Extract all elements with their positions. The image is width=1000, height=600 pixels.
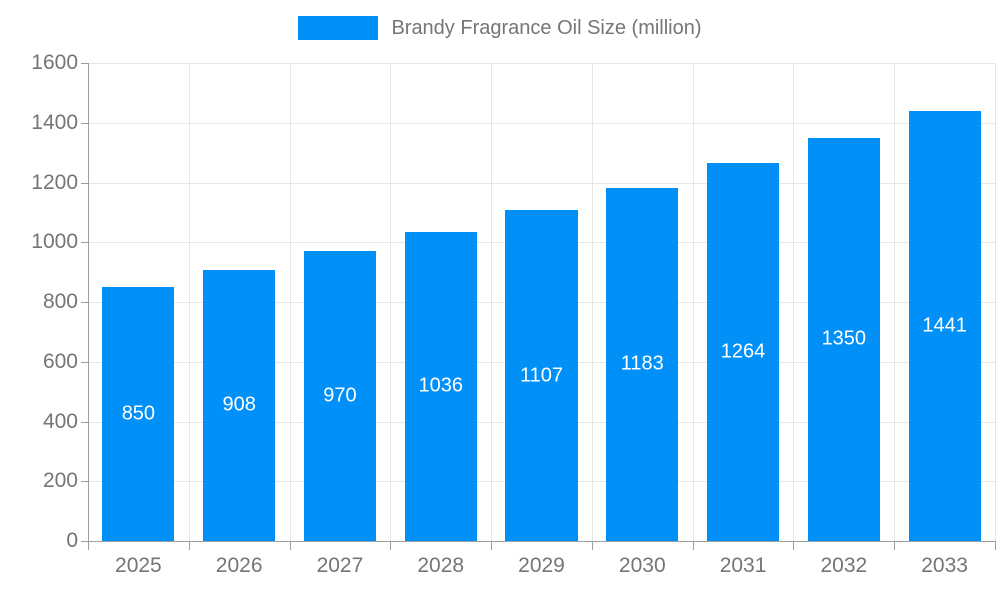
gridline-horizontal [89, 63, 995, 64]
bar-2026[interactable]: 908 [203, 269, 276, 541]
x-tick-label: 2033 [921, 554, 968, 577]
y-tick-mark [81, 302, 88, 303]
legend-label: Brandy Fragrance Oil Size (million) [391, 16, 702, 39]
y-tick-mark [81, 63, 88, 64]
bar-value-label: 1107 [519, 364, 563, 387]
bar-2032[interactable]: 1350 [807, 137, 880, 541]
bar-2027[interactable]: 970 [303, 251, 376, 541]
bar-2031[interactable]: 1264 [707, 163, 780, 541]
gridline-vertical [289, 63, 291, 541]
x-tick-mark [289, 541, 291, 550]
x-tick-label: 2029 [518, 554, 565, 577]
y-tick-label: 200 [42, 469, 78, 493]
y-tick-mark [81, 361, 88, 363]
y-tick-mark [81, 421, 88, 423]
x-tick-mark [390, 541, 392, 550]
x-axis-line [88, 541, 995, 542]
gridline-horizontal [89, 122, 995, 124]
x-tick-label: 2028 [417, 554, 465, 577]
gridline-vertical [995, 63, 996, 541]
y-tick-mark [81, 541, 88, 542]
y-tick-label: 600 [42, 349, 78, 373]
gridline-vertical [591, 63, 593, 541]
x-tick-mark [894, 541, 896, 550]
y-tick-label: 1200 [31, 170, 78, 194]
x-tick-mark [88, 541, 89, 550]
y-tick-mark [81, 182, 88, 184]
y-tick-label: 1000 [31, 230, 78, 254]
legend-swatch [298, 16, 379, 40]
bar-value-label: 1036 [418, 374, 463, 397]
bar-2025[interactable]: 850 [102, 287, 175, 541]
y-tick-mark [81, 242, 88, 244]
x-tick-mark [188, 541, 190, 550]
gridline-vertical [894, 63, 896, 541]
gridline-vertical [692, 63, 694, 541]
y-tick-label: 800 [42, 290, 78, 313]
x-tick-label: 2031 [719, 554, 767, 577]
x-tick-label: 2026 [215, 554, 263, 577]
bar-value-label: 850 [121, 402, 156, 425]
x-tick-label: 2030 [618, 554, 666, 577]
y-tick-label: 1600 [31, 51, 78, 74]
legend[interactable]: Brandy Fragrance Oil Size (million) [0, 0, 1000, 56]
y-tick-mark [81, 122, 88, 124]
x-tick-mark [491, 541, 493, 550]
gridline-vertical [793, 63, 795, 541]
x-tick-mark [692, 541, 694, 550]
gridline-vertical [491, 63, 493, 541]
x-tick-label: 2032 [820, 554, 868, 577]
bar-value-label: 1441 [922, 314, 967, 337]
y-tick-label: 0 [66, 529, 78, 552]
bar-value-label: 1264 [720, 340, 766, 363]
bar-value-label: 1183 [620, 352, 664, 375]
gridline-vertical [390, 63, 392, 541]
gridline-horizontal [89, 182, 995, 184]
y-tick-label: 400 [42, 409, 78, 433]
y-axis-line [88, 63, 89, 541]
bar-2029[interactable]: 1107 [505, 210, 578, 541]
bar-2028[interactable]: 1036 [404, 231, 477, 541]
x-tick-label: 2025 [115, 554, 162, 577]
x-tick-mark [591, 541, 593, 550]
bar-value-label: 908 [222, 393, 256, 416]
gridline-vertical [188, 63, 190, 541]
bar-2033[interactable]: 1441 [908, 110, 981, 541]
bar-value-label: 1350 [821, 327, 867, 350]
x-tick-mark [995, 541, 996, 550]
bar-2030[interactable]: 1183 [606, 187, 679, 541]
y-tick-label: 1400 [31, 110, 78, 134]
x-tick-label: 2027 [316, 554, 364, 577]
y-tick-mark [81, 481, 88, 483]
plot-area: 0 200 400 600 800 1000 1200 1400 1600 850 2025 908 2… [31, 51, 996, 577]
x-tick-mark [793, 541, 795, 550]
bar-value-label: 970 [323, 384, 357, 407]
